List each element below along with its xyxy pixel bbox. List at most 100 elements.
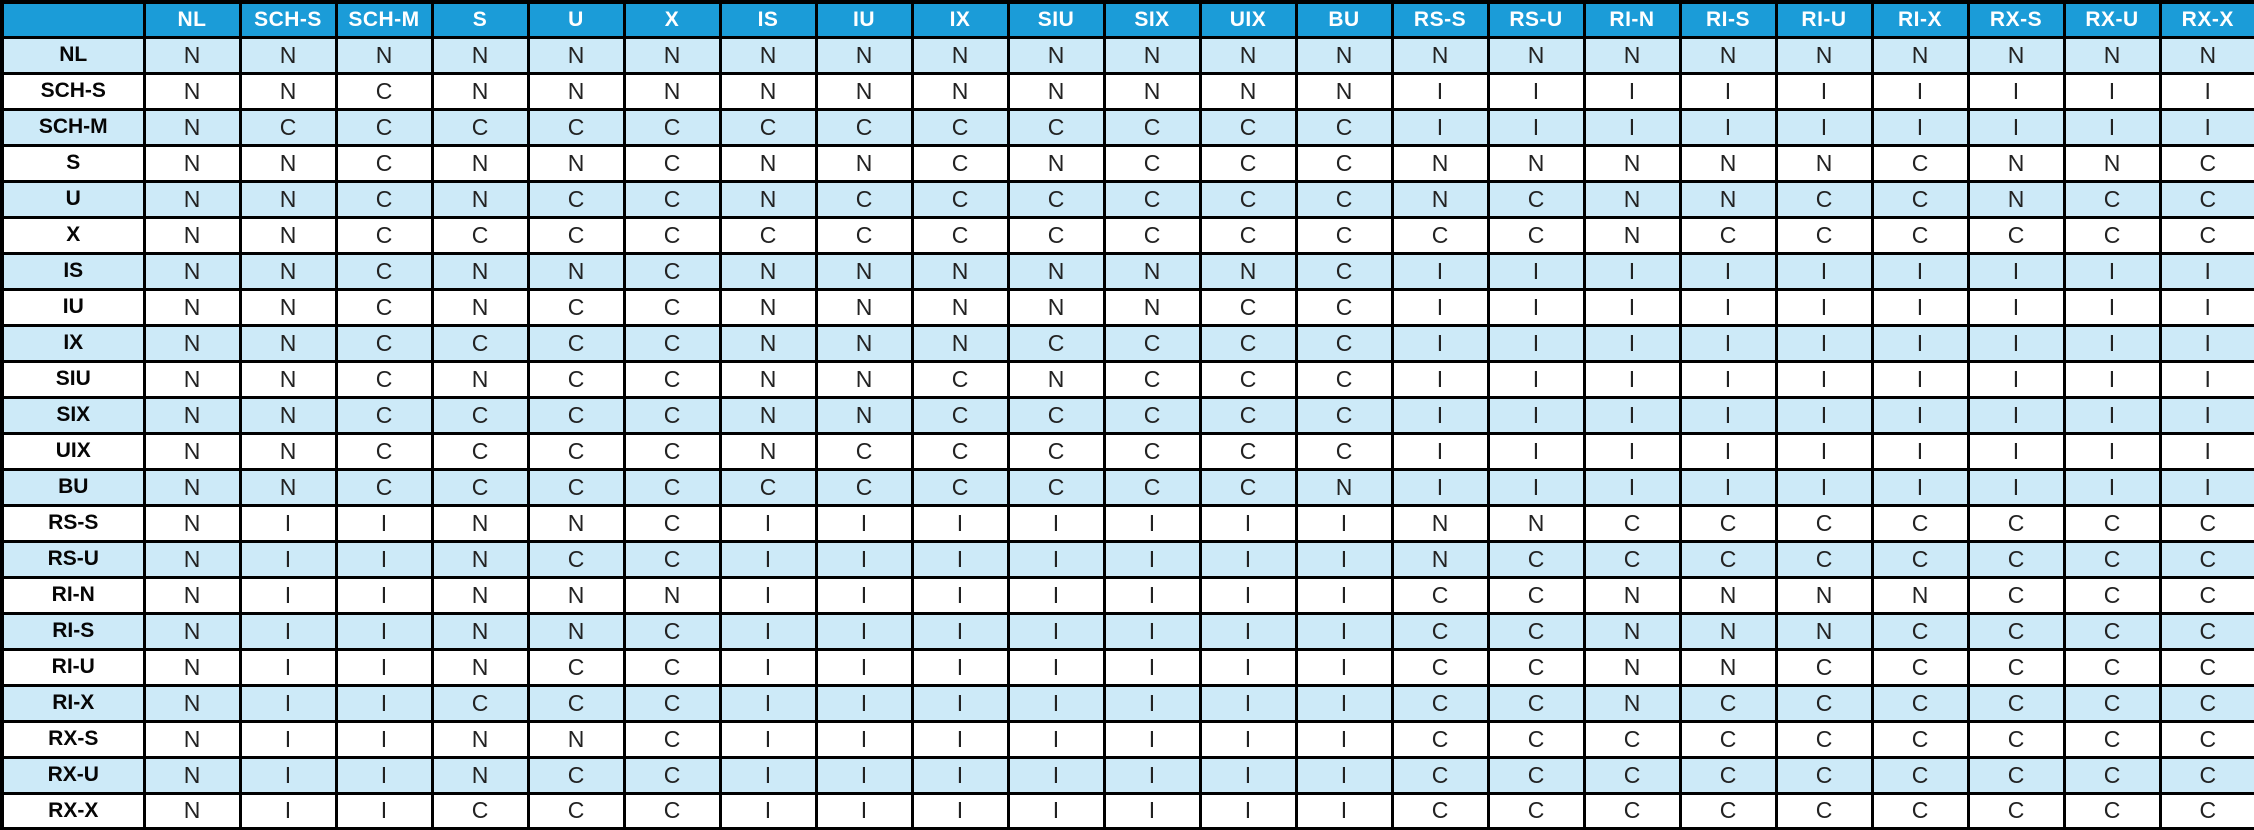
table-row-rx-u: RX-U N I I N C C I I I I I I I C C C C C C C C C	[0, 755, 2254, 795]
cell-siu-ri-x: I	[1870, 359, 1970, 399]
cell-rx-s-u: N	[526, 719, 626, 759]
cell-rx-x-rs-s: C	[1390, 791, 1490, 830]
cell-rs-s-u: N	[526, 503, 626, 543]
table-header: NL SCH-S SCH-M S U X IS IU IX SIU SIX UIX BU RS-S RS-U…	[0, 0, 2254, 39]
table-row-rx-x: RX-X N I I C C C I I I I I I I C C C C C C C C C	[0, 791, 2254, 830]
cell-nl-nl: N	[142, 35, 242, 75]
row-header-six: SIX	[0, 395, 146, 435]
cell-siu-sch-s: N	[238, 359, 338, 399]
cell-s-ri-n: N	[1582, 143, 1682, 183]
cell-iu-uix: C	[1198, 287, 1298, 327]
cell-is-is: N	[718, 251, 818, 291]
cell-rx-s-ri-s: C	[1678, 719, 1778, 759]
cell-six-x: C	[622, 395, 722, 435]
cell-x-iu: C	[814, 215, 914, 255]
column-header-ri-n: RI-N	[1582, 0, 1682, 39]
cell-is-x: C	[622, 251, 722, 291]
table-row-is: IS N N C N N C N N N N N N C I I I I I I I I I	[0, 251, 2254, 291]
cell-rx-s-rx-s: C	[1966, 719, 2066, 759]
cell-six-rs-s: I	[1390, 395, 1490, 435]
cell-bu-sch-s: N	[238, 467, 338, 507]
cell-is-uix: N	[1198, 251, 1298, 291]
cell-ri-u-iu: I	[814, 647, 914, 687]
cell-ix-iu: N	[814, 323, 914, 363]
cell-bu-iu: C	[814, 467, 914, 507]
cell-ri-u-uix: I	[1198, 647, 1298, 687]
cell-ix-ix: N	[910, 323, 1010, 363]
row-header-x: X	[0, 215, 146, 255]
cell-ri-s-sch-s: I	[238, 611, 338, 651]
cell-bu-sch-m: C	[334, 467, 434, 507]
cell-siu-iu: N	[814, 359, 914, 399]
cell-ri-x-is: I	[718, 683, 818, 723]
table-row-sch-s: SCH-S N N C N N N N N N N N N N I I I I I I I I I	[0, 71, 2254, 111]
cell-iu-s: N	[430, 287, 530, 327]
cell-u-ri-s: N	[1678, 179, 1778, 219]
cell-bu-ix: C	[910, 467, 1010, 507]
cell-s-ri-u: N	[1774, 143, 1874, 183]
cell-bu-ri-x: I	[1870, 467, 1970, 507]
cell-rx-s-sch-s: I	[238, 719, 338, 759]
cell-sch-s-siu: N	[1006, 71, 1106, 111]
cell-rx-x-ix: I	[910, 791, 1010, 830]
cell-ri-x-x: C	[622, 683, 722, 723]
cell-ri-n-s: N	[430, 575, 530, 615]
cell-rs-s-sch-s: I	[238, 503, 338, 543]
column-header-rx-u: RX-U	[2062, 0, 2162, 39]
cell-six-is: N	[718, 395, 818, 435]
cell-x-rx-u: C	[2062, 215, 2162, 255]
cell-ix-is: N	[718, 323, 818, 363]
table-row-rs-u: RS-U N I I N C C I I I I I I I N C C C C C C C C	[0, 539, 2254, 579]
row-header-nl: NL	[0, 35, 146, 75]
cell-rs-s-ri-n: C	[1582, 503, 1682, 543]
cell-siu-rx-x: I	[2158, 359, 2254, 399]
cell-bu-is: C	[718, 467, 818, 507]
cell-six-ix: C	[910, 395, 1010, 435]
cell-rx-x-rx-x: C	[2158, 791, 2254, 830]
cell-sch-m-sch-m: C	[334, 107, 434, 147]
cell-is-rx-s: I	[1966, 251, 2066, 291]
cell-nl-bu: N	[1294, 35, 1394, 75]
cell-is-ri-u: I	[1774, 251, 1874, 291]
cell-rx-s-siu: I	[1006, 719, 1106, 759]
cell-u-rx-u: C	[2062, 179, 2162, 219]
cell-u-s: N	[430, 179, 530, 219]
cell-uix-is: N	[718, 431, 818, 471]
cell-x-s: C	[430, 215, 530, 255]
cell-rx-x-six: I	[1102, 791, 1202, 830]
cell-siu-sch-m: C	[334, 359, 434, 399]
cell-sch-s-sch-m: C	[334, 71, 434, 111]
cell-rs-u-rx-u: C	[2062, 539, 2162, 579]
cell-nl-rx-s: N	[1966, 35, 2066, 75]
cell-bu-u: C	[526, 467, 626, 507]
cell-rx-x-rx-s: C	[1966, 791, 2066, 830]
cell-siu-ix: C	[910, 359, 1010, 399]
cell-sch-s-six: N	[1102, 71, 1202, 111]
table-row-sch-m: SCH-M N C C C C C C C C C C C C I I I I I I I I I	[0, 107, 2254, 147]
column-header-six: SIX	[1102, 0, 1202, 39]
header-row: NL SCH-S SCH-M S U X IS IU IX SIU SIX UIX BU RS-S RS-U…	[0, 0, 2254, 39]
row-header-rx-u: RX-U	[0, 755, 146, 795]
cell-uix-rs-s: I	[1390, 431, 1490, 471]
cell-x-siu: C	[1006, 215, 1106, 255]
cell-ri-n-x: N	[622, 575, 722, 615]
cell-sch-s-nl: N	[142, 71, 242, 111]
table-row-siu: SIU N N C N C C N N C N C C C I I I I I I I I I	[0, 359, 2254, 399]
cell-sch-m-rx-s: I	[1966, 107, 2066, 147]
cell-rx-u-sch-s: I	[238, 755, 338, 795]
cell-rx-s-rx-x: C	[2158, 719, 2254, 759]
cell-bu-rx-x: I	[2158, 467, 2254, 507]
cell-is-ix: N	[910, 251, 1010, 291]
cell-is-rs-s: I	[1390, 251, 1490, 291]
cell-u-is: N	[718, 179, 818, 219]
cell-ri-s-x: C	[622, 611, 722, 651]
row-header-uix: UIX	[0, 431, 146, 471]
row-header-rs-s: RS-S	[0, 503, 146, 543]
cell-ri-x-u: C	[526, 683, 626, 723]
cell-s-nl: N	[142, 143, 242, 183]
cell-iu-x: C	[622, 287, 722, 327]
cell-ri-s-rx-x: C	[2158, 611, 2254, 651]
cell-six-rs-u: I	[1486, 395, 1586, 435]
cell-rx-s-ix: I	[910, 719, 1010, 759]
